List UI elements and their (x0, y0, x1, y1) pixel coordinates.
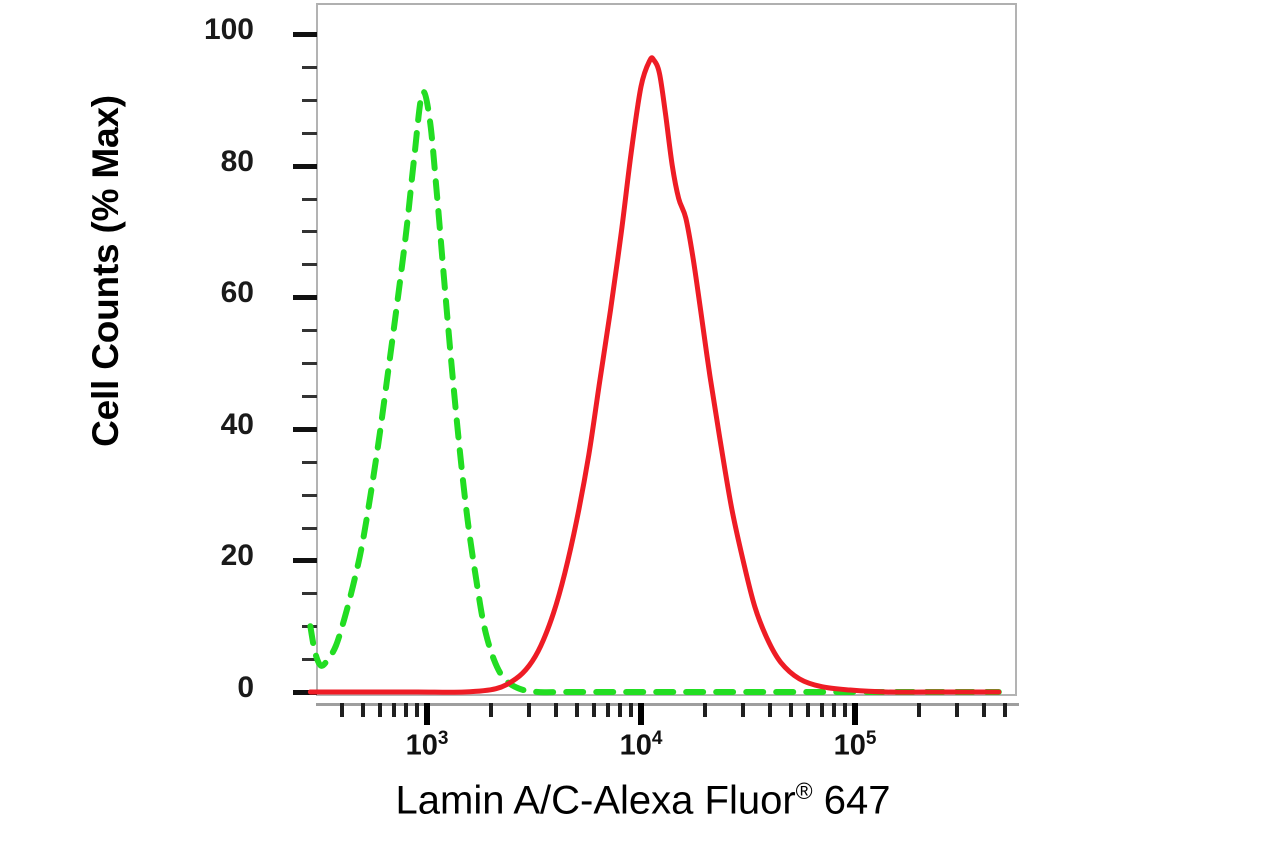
x-tick-label: 105 (833, 728, 877, 762)
x-tick-minor (1002, 703, 1007, 717)
x-axis-label: Lamin A/C-Alexa Fluor® 647 (395, 778, 891, 823)
y-tick-minor (302, 526, 317, 530)
y-axis-label: Cell Counts (% Max) (85, 95, 126, 447)
y-tick-label: 20 (220, 539, 254, 573)
x-tick-major (852, 703, 858, 725)
y-tick-minor (302, 131, 317, 135)
x-tick-minor (629, 703, 634, 717)
y-tick-label: 100 (203, 13, 254, 46)
x-tick-minor (832, 703, 837, 717)
x-axis-line (316, 703, 1019, 706)
x-tick-minor (618, 703, 623, 717)
x-tick-label: 103 (405, 728, 449, 762)
y-tick-minor (302, 592, 317, 596)
x-tick-minor (360, 703, 365, 717)
y-tick-minor (302, 230, 317, 234)
y-tick-major (293, 558, 317, 564)
x-tick-minor (574, 703, 579, 717)
y-tick-minor (302, 362, 317, 365)
x-tick-minor (339, 703, 344, 717)
x-tick-minor (489, 703, 494, 717)
y-tick-major (293, 295, 317, 301)
y-tick-minor (302, 658, 317, 662)
x-tick-minor (955, 703, 960, 717)
y-tick-label: 80 (220, 144, 254, 178)
y-tick-minor (302, 493, 317, 497)
y-tick-minor (302, 625, 317, 629)
y-tick-major (293, 426, 317, 432)
y-tick-minor (302, 394, 317, 398)
x-tick-minor (703, 703, 708, 717)
x-tick-major (424, 703, 430, 725)
registered-trademark-symbol: ® (795, 778, 813, 804)
x-tick-minor (391, 703, 396, 717)
x-tick-minor (527, 703, 532, 717)
x-tick-minor (377, 703, 382, 717)
x-tick-minor (805, 703, 810, 717)
x-tick-minor (843, 703, 848, 717)
x-tick-minor (981, 703, 986, 717)
x-tick-minor (741, 703, 746, 717)
y-tick-major (293, 32, 317, 37)
y-tick-minor (302, 197, 317, 201)
y-tick-minor (302, 460, 317, 464)
plot-area (316, 3, 1017, 696)
x-tick-minor (591, 703, 596, 717)
y-tick-major (293, 163, 317, 169)
y-tick-minor (302, 329, 317, 333)
y-tick-label: 0 (237, 671, 254, 704)
y-tick-label: 60 (220, 276, 254, 310)
x-tick-minor (788, 703, 793, 717)
x-tick-minor (553, 703, 558, 717)
x-tick-label: 104 (619, 728, 663, 762)
y-tick-minor (302, 98, 317, 102)
x-tick-minor (917, 703, 922, 717)
y-tick-minor (302, 263, 317, 267)
x-tick-minor (767, 703, 772, 717)
x-tick-major (638, 703, 644, 725)
x-tick-minor (605, 703, 610, 717)
y-tick-minor (302, 65, 317, 69)
x-tick-minor (819, 703, 824, 717)
x-tick-minor (404, 703, 409, 717)
x-tick-minor (415, 703, 420, 717)
y-tick-label: 40 (220, 407, 254, 441)
y-tick-major (293, 690, 317, 695)
